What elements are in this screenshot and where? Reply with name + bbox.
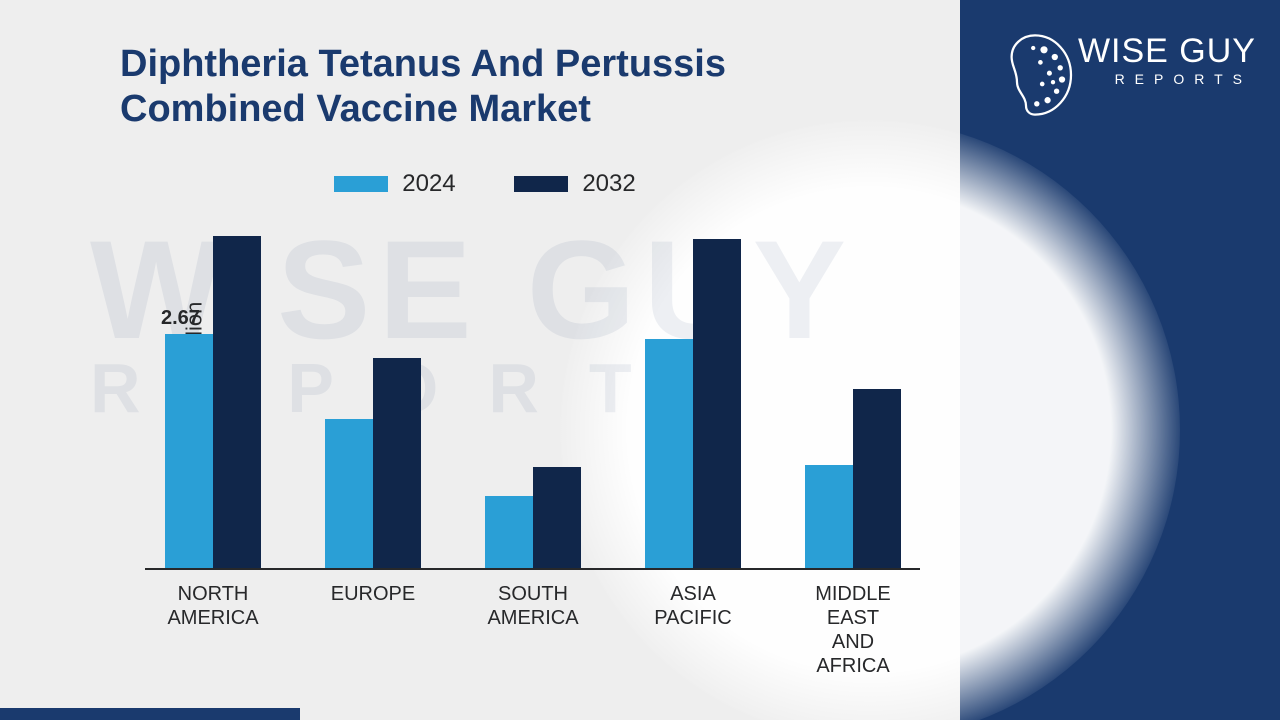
category-label: MIDDLEEASTANDAFRICA xyxy=(793,582,913,678)
bar-2032 xyxy=(533,467,581,568)
brand-head-icon xyxy=(990,30,1080,120)
legend-item-2032: 2032 xyxy=(514,170,635,198)
bar-2032 xyxy=(213,236,261,569)
bar-2024 xyxy=(805,465,853,568)
chart-title: Diphtheria Tetanus And Pertussis Combine… xyxy=(120,42,880,132)
brand-line2: REPORTS xyxy=(1078,72,1256,86)
bar-2024 xyxy=(165,334,213,568)
legend-swatch-2032 xyxy=(514,176,568,192)
bar-group: ASIAPACIFIC xyxy=(645,220,741,570)
bar-2032 xyxy=(693,239,741,568)
footer-accent-bar xyxy=(0,708,300,720)
brand-logo: WISE GUY REPORTS xyxy=(1078,34,1256,86)
category-label: NORTHAMERICA xyxy=(153,582,273,630)
bar-group: SOUTHAMERICA xyxy=(485,220,581,570)
plot-region: 2.67NORTHAMERICA EUROPE SOUTHAMERICA ASIAPA… xyxy=(145,220,920,570)
category-label: EUROPE xyxy=(313,582,433,606)
page-root: WISE GUY REPORTS Diphtheria Tetanus And … xyxy=(0,0,1280,720)
chart-area: Market Size in USD Billion 2024 2032 2.6… xyxy=(50,170,920,690)
legend-item-2024: 2024 xyxy=(334,170,455,198)
bar-group: EUROPE xyxy=(325,220,421,570)
bar-2024 xyxy=(645,339,693,568)
legend: 2024 2032 xyxy=(50,170,920,199)
bar-2032 xyxy=(373,358,421,568)
bar-2024 xyxy=(485,496,533,568)
bar-2032 xyxy=(853,389,901,568)
bar-group: 2.67NORTHAMERICA xyxy=(165,220,261,570)
bar-2024 xyxy=(325,419,373,568)
category-label: SOUTHAMERICA xyxy=(473,582,593,630)
bar-value-label: 2.67 xyxy=(161,307,200,330)
bar-group: MIDDLEEASTANDAFRICA xyxy=(805,220,901,570)
legend-swatch-2024 xyxy=(334,176,388,192)
category-label: ASIAPACIFIC xyxy=(633,582,753,630)
brand-line1: WISE GUY xyxy=(1078,34,1256,68)
